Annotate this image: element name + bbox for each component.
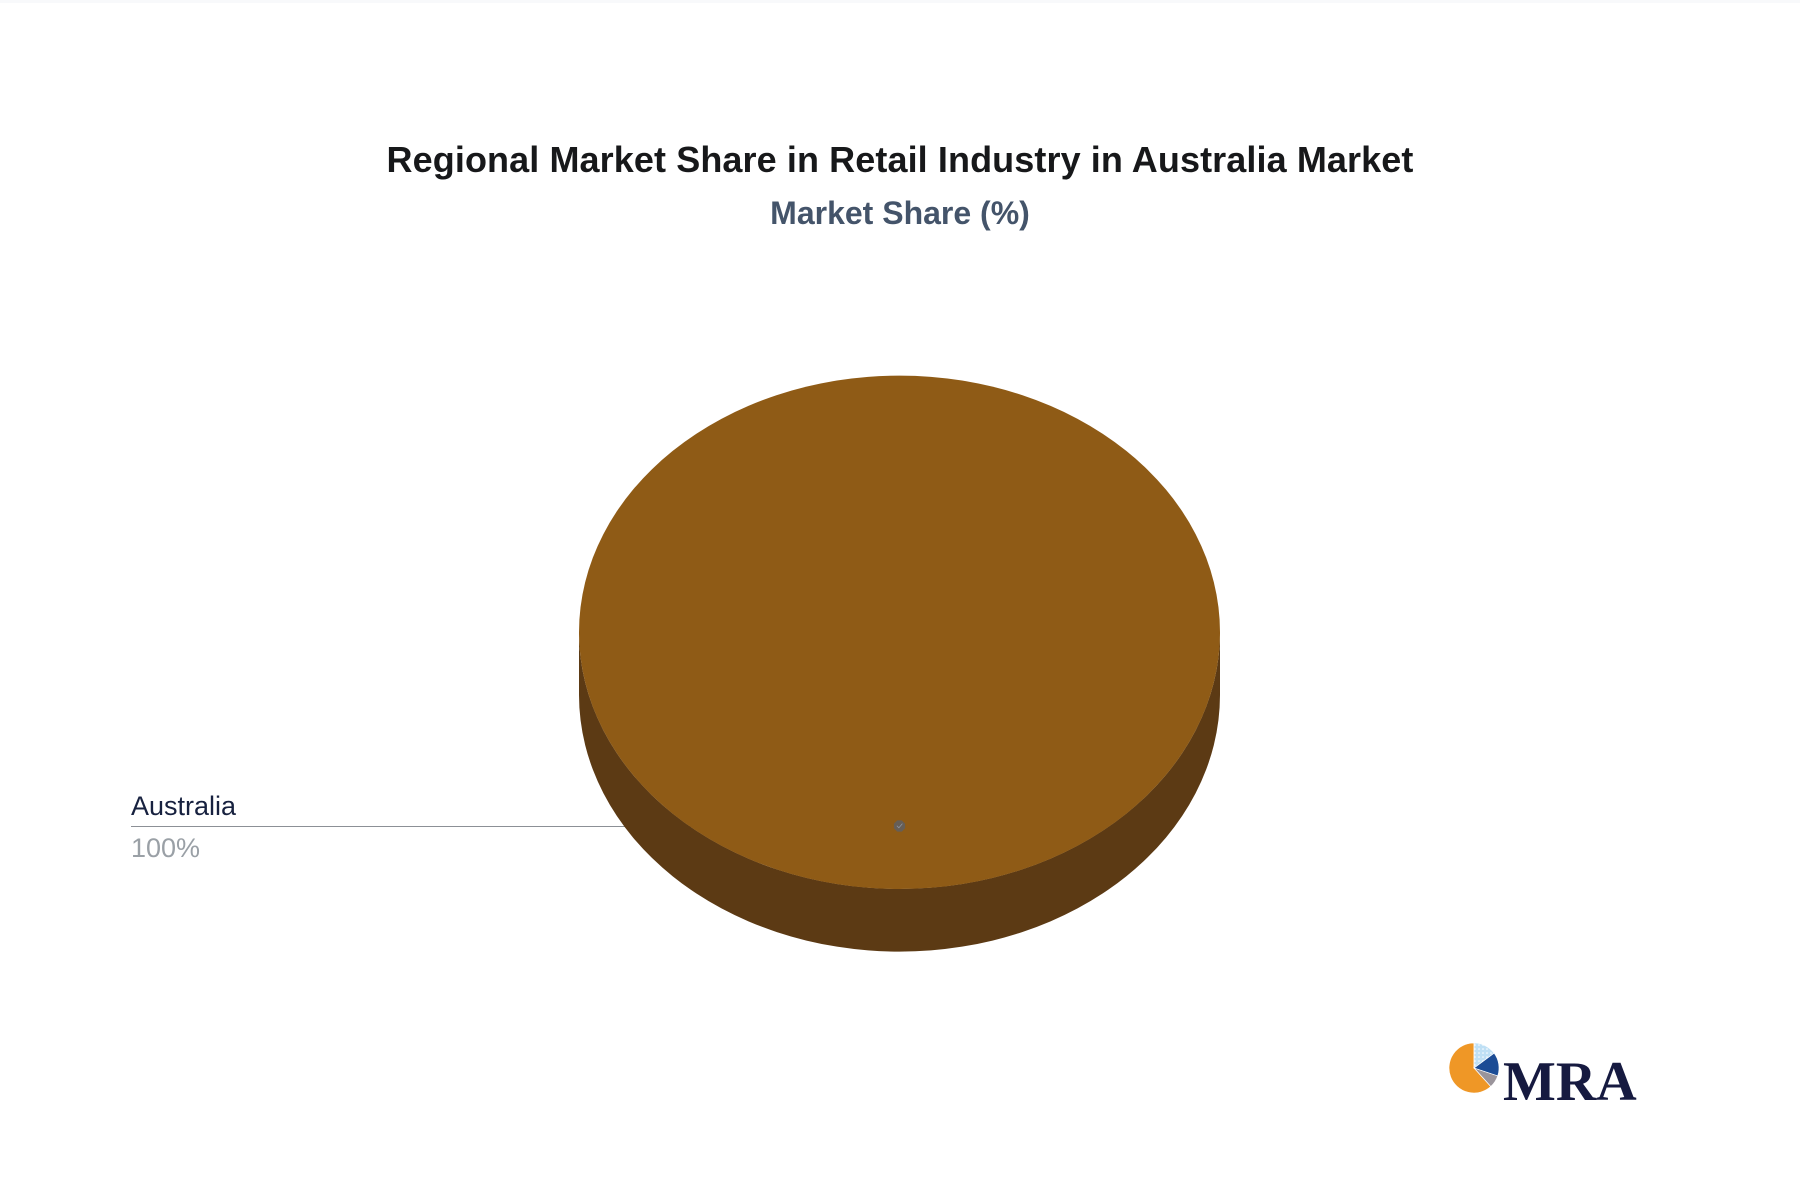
svg-text:MRA: MRA <box>1503 1051 1637 1113</box>
